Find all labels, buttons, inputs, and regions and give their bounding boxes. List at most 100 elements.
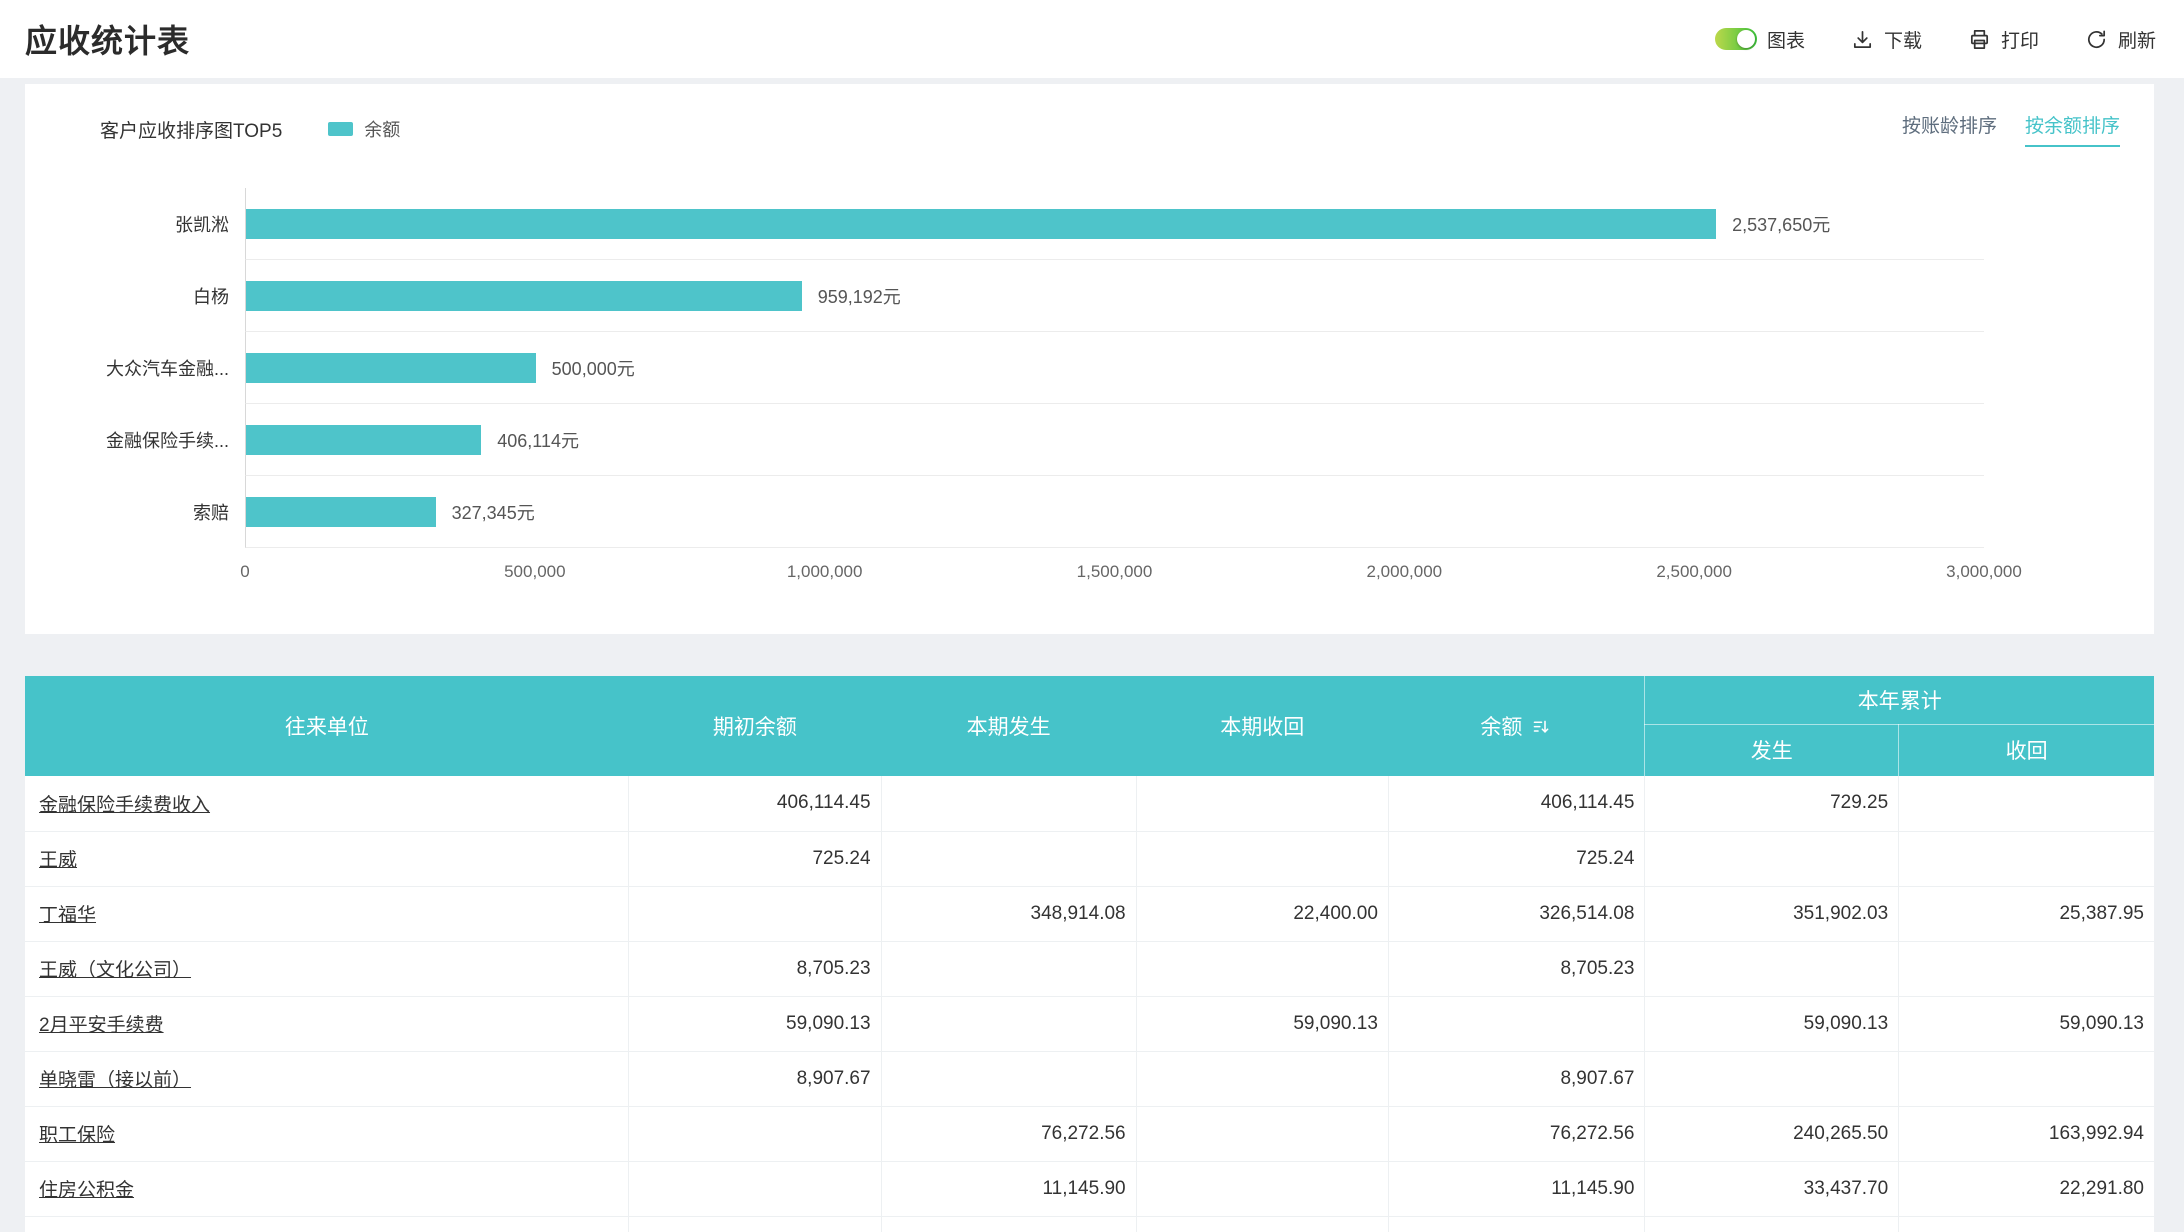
amount-cell: 351,902.03 [1644, 886, 1899, 941]
counterparty-cell: 单晓雷（接以前） [25, 1051, 629, 1106]
col-header-ytd-occurred: 发生 [1644, 724, 1899, 776]
chart-toggle-label: 图表 [1766, 30, 1805, 52]
amount-cell: 11,145.90 [880, 1161, 1137, 1216]
download-label: 下载 [1883, 30, 1922, 52]
amount-cell [1644, 831, 1899, 886]
bar-category-label: 索赔 [193, 503, 229, 523]
refresh-button[interactable]: 刷新 [2085, 26, 2156, 53]
col-header-current-occurred: 本期发生 [881, 676, 1137, 776]
bar[interactable] [246, 496, 436, 527]
x-axis-row: 0 500,000 1,000,000 1,500,000 2,000,000 2,500… [25, 548, 2022, 590]
bar[interactable] [246, 280, 802, 311]
counterparty-link[interactable]: 住房公积金 [39, 1180, 135, 1201]
counterparty-link[interactable]: 王威（文化公司） [39, 960, 192, 981]
x-axis-tick: 2,000,000 [1366, 562, 1443, 581]
table-row: 职工保险 76,272.56 76,272.56 240,265.50 163,992.… [25, 1106, 2154, 1161]
col-header-balance[interactable]: 余额 [1388, 676, 1645, 776]
amount-cell [880, 996, 1137, 1051]
bar-category-label: 张凯淞 [175, 215, 229, 235]
bar-track: 327,345元 [245, 476, 1984, 548]
amount-cell [1135, 1051, 1389, 1106]
amount-cell: 8,705.23 [628, 941, 882, 996]
amount-cell [1135, 831, 1389, 886]
amount-cell [1898, 1216, 2154, 1232]
table-row: 王威（文化公司） 8,705.23 8,705.23 [25, 941, 2154, 996]
bar[interactable] [246, 208, 1717, 239]
download-button[interactable]: 下载 [1851, 26, 1922, 53]
chart-title: 客户应收排序图TOP5 [100, 120, 283, 142]
counterparty-link[interactable]: 2月平安手续费 [39, 1015, 164, 1036]
bar-row: 白杨 959,192元 [25, 260, 1984, 332]
amount-cell: 725.24 [1387, 831, 1645, 886]
toolbar: 图表 下载 打印 刷新 [1714, 26, 2156, 53]
receivable-table-card: 往来单位 期初余额 本期发生 本期收回 余额 本年累计 发生 收回 金融保险手续… [25, 676, 2154, 1232]
x-axis-tick: 0 [240, 562, 250, 581]
table-row: 丁福华 348,914.08 22,400.00 326,514.08 351,902.… [25, 886, 2154, 941]
counterparty-link[interactable]: 职工保险 [39, 1125, 116, 1146]
amount-cell: 76,272.56 [880, 1106, 1137, 1161]
refresh-label: 刷新 [2117, 30, 2156, 52]
bar-row: 张凯淞 2,537,650元 [25, 188, 1984, 260]
amount-cell: 406,114.45 [628, 776, 882, 831]
counterparty-cell: 丁福华 [25, 886, 629, 941]
amount-cell: 326,514.08 [1387, 886, 1645, 941]
bar-category-label: 大众汽车金融... [105, 359, 229, 379]
amount-cell [1898, 1051, 2154, 1106]
x-axis-tick: 500,000 [504, 562, 566, 581]
chart-legend: 余额 [328, 116, 400, 142]
bar-row: 金融保险手续... 406,114元 [25, 404, 1984, 476]
counterparty-link[interactable]: 金融保险手续费收入 [39, 794, 211, 816]
amount-cell: 240,265.50 [1644, 1106, 1899, 1161]
amount-cell [880, 941, 1137, 996]
bar[interactable] [246, 424, 482, 455]
amount-cell [1898, 776, 2154, 831]
counterparty-link[interactable]: 丁福华 [39, 905, 97, 926]
sort-tab[interactable]: 按余额排序 [2024, 111, 2120, 147]
amount-cell [1644, 1216, 1899, 1232]
receivable-table: 往来单位 期初余额 本期发生 本期收回 余额 本年累计 发生 收回 金融保险手续… [25, 676, 2154, 1232]
print-label: 打印 [2000, 30, 2039, 52]
amount-cell [1135, 941, 1389, 996]
counterparty-link[interactable]: 单晓雷（接以前） [39, 1070, 192, 1091]
receivable-chart-card: 客户应收排序图TOP5 余额 按账龄排序 按余额排序 张凯淞 2,537,650元白… [25, 84, 2154, 634]
bar-value-label: 2,537,650元 [1732, 214, 1831, 235]
amount-cell [1135, 1216, 1389, 1232]
x-axis-spacer [25, 548, 245, 590]
bar-track: 2,537,650元 [245, 188, 1984, 260]
chart-header: 客户应收排序图TOP5 余额 按账龄排序 按余额排序 [25, 106, 2154, 152]
sort-tabs: 按账龄排序 按余额排序 [1902, 111, 2120, 147]
amount-cell [1135, 1106, 1389, 1161]
chart-toggle[interactable] [1714, 28, 1757, 50]
bar-category-label: 金融保险手续... [105, 431, 229, 451]
counterparty-link[interactable]: 王威 [39, 850, 78, 871]
amount-cell: 59,090.13 [1644, 996, 1899, 1051]
x-axis-tick: 2,500,000 [1656, 562, 1732, 581]
table-body: 金融保险手续费收入 406,114.45 406,114.45 729.25 王威 725… [25, 776, 2154, 1232]
chart-toggle-group: 图表 [1714, 26, 1805, 53]
table-row: 王威 725.24 725.24 [25, 831, 2154, 886]
bar-track: 406,114元 [245, 404, 1984, 476]
bar[interactable] [246, 352, 536, 383]
amount-cell [880, 831, 1137, 886]
bar-category-label: 白杨 [193, 287, 229, 307]
amount-cell: 25,387.95 [1898, 886, 2154, 941]
bar-row: 索赔 327,345元 [25, 476, 1984, 548]
bar-value-label: 959,192元 [817, 286, 901, 307]
table-row: 住房公积金 11,145.90 11,145.90 33,437.70 22,291.8… [25, 1161, 2154, 1216]
col-header-ytd-recovered: 收回 [1898, 724, 2154, 776]
amount-cell: 406,114.45 [1387, 776, 1645, 831]
print-button[interactable]: 打印 [1968, 26, 2039, 53]
amount-cell [880, 1051, 1137, 1106]
table-row: 2月平安手续费 59,090.13 59,090.13 59,090.13 59,090… [25, 996, 2154, 1051]
sort-descending-icon[interactable] [1531, 717, 1552, 738]
download-icon [1853, 30, 1871, 48]
counterparty-cell: 2月平安手续费 [25, 996, 629, 1051]
col-header-ytd-group: 本年累计 [1644, 676, 2154, 725]
chart-plot: 张凯淞 2,537,650元 白杨 959,192元 大众汽车金融... 500,000元… [25, 188, 1984, 548]
amount-cell [628, 1161, 882, 1216]
amount-cell: 348,914.08 [880, 886, 1137, 941]
legend-label: 余额 [364, 120, 401, 140]
sort-tab[interactable]: 按账龄排序 [1901, 116, 1997, 137]
amount-cell: 8,705.23 [1387, 941, 1645, 996]
amount-cell [628, 1216, 882, 1232]
